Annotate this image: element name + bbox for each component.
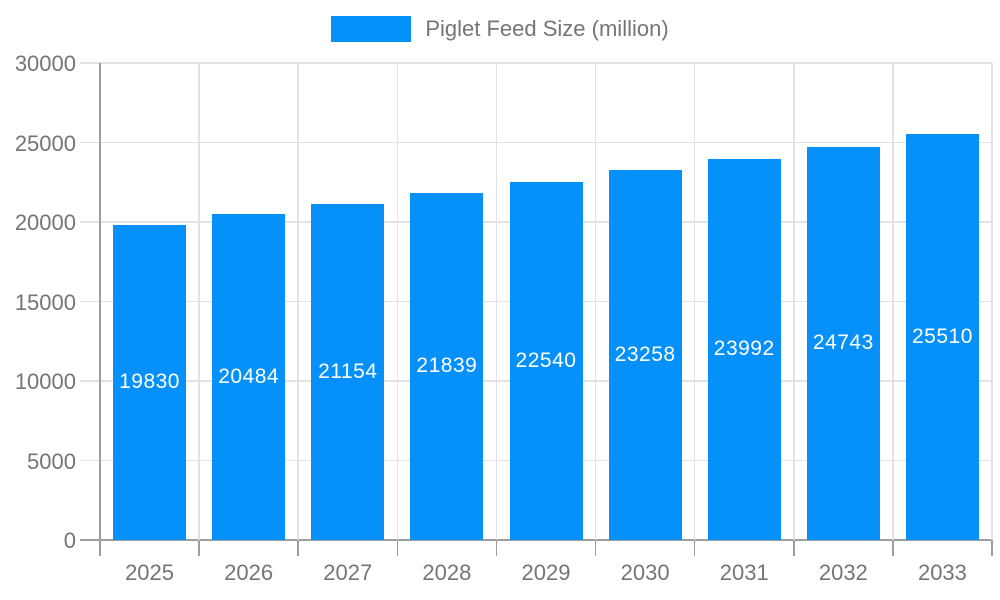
- x-axis-line: [80, 539, 992, 541]
- x-axis-tick: [892, 540, 894, 556]
- legend-swatch: [331, 16, 412, 42]
- bar-2026[interactable]: 20484: [212, 214, 286, 540]
- gridline-v: [297, 63, 299, 540]
- legend[interactable]: Piglet Feed Size (million): [0, 16, 1000, 42]
- x-axis-tick: [396, 540, 399, 556]
- bar-2032[interactable]: 24743: [806, 146, 880, 540]
- gridline-v: [396, 63, 399, 540]
- gridline-v: [892, 63, 894, 540]
- x-axis-tick: [991, 540, 993, 556]
- gridline-v: [793, 63, 795, 540]
- x-axis-tick-label: 2033: [917, 560, 967, 585]
- x-axis-tick: [693, 540, 696, 556]
- x-axis-tick: [297, 540, 299, 556]
- gridline-h: [80, 62, 992, 64]
- x-axis-tick-label: 2025: [125, 560, 175, 585]
- bar-2027[interactable]: 21154: [311, 203, 385, 540]
- x-axis-tick: [198, 540, 200, 556]
- y-axis-tick-label: 5000: [27, 448, 76, 474]
- bar-value-label: 22540: [515, 348, 577, 372]
- x-axis-tick-label: 2026: [224, 560, 274, 585]
- bar-2033[interactable]: 25510: [905, 134, 979, 540]
- y-axis-tick-label: 20000: [14, 210, 76, 235]
- bar-2031[interactable]: 23992: [707, 158, 781, 540]
- bar-value-label: 24743: [812, 331, 874, 355]
- y-axis-tick-label: 30000: [14, 51, 76, 76]
- y-axis-tick-label: 0: [63, 528, 76, 553]
- gridline-v: [198, 63, 200, 540]
- bar-2030[interactable]: 23258: [608, 170, 682, 540]
- y-axis-tick-label: 10000: [14, 369, 76, 394]
- bar-value-label: 23258: [614, 343, 676, 367]
- x-axis-tick: [495, 540, 498, 556]
- x-axis-tick-label: 2028: [422, 560, 472, 585]
- bar-value-label: 21839: [416, 354, 478, 378]
- x-axis-tick-label: 2030: [620, 560, 670, 585]
- gridline-v: [594, 63, 597, 540]
- y-axis-tick-label: 15000: [14, 289, 76, 315]
- bar-2025[interactable]: 19830: [113, 224, 187, 540]
- gridline-v: [693, 63, 696, 540]
- bar-value-label: 21154: [318, 359, 378, 383]
- bar-value-label: 23992: [713, 337, 775, 361]
- y-axis-tick-label: 25000: [14, 130, 76, 156]
- x-axis-tick: [793, 540, 795, 556]
- x-axis-tick-label: 2027: [323, 560, 373, 585]
- x-axis-tick-label: 2031: [719, 560, 769, 585]
- x-axis-tick: [594, 540, 597, 556]
- gridline-v: [495, 63, 498, 540]
- x-axis-tick-label: 2029: [521, 560, 571, 585]
- gridline-v: [991, 63, 993, 540]
- y-axis-line: [99, 63, 101, 556]
- bar-2029[interactable]: 22540: [509, 181, 583, 540]
- bar-2028[interactable]: 21839: [410, 192, 484, 540]
- bar-value-label: 19830: [119, 370, 180, 394]
- gridline-h: [80, 141, 992, 144]
- legend-label: Piglet Feed Size (million): [425, 16, 669, 41]
- bar-value-label: 20484: [218, 365, 280, 389]
- x-axis-tick-label: 2032: [818, 560, 868, 585]
- bar-value-label: 25510: [911, 325, 973, 349]
